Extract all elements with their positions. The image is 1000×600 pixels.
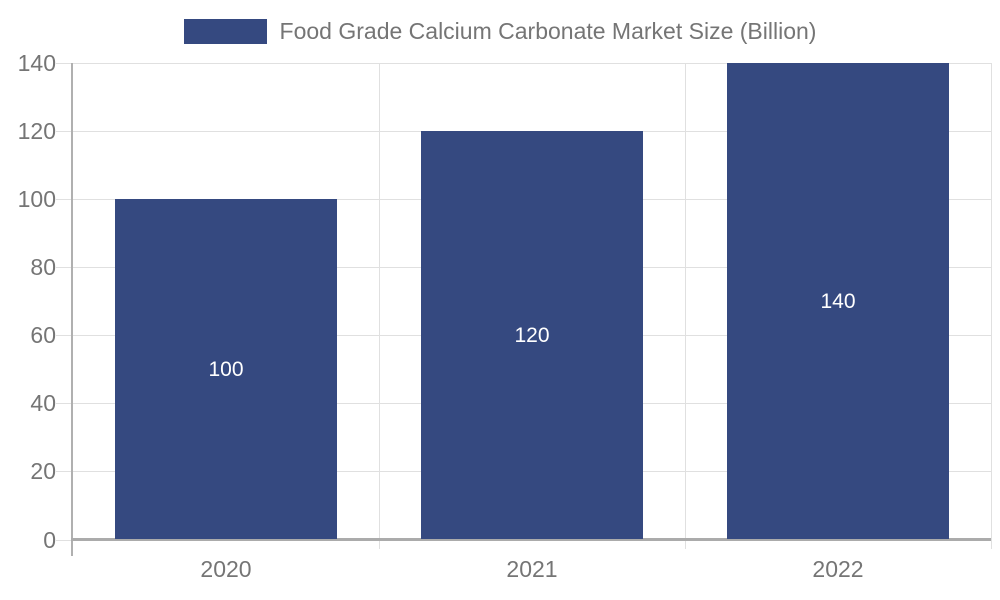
y-gridline xyxy=(56,62,991,64)
x-axis-tick-label: 2022 xyxy=(812,556,864,582)
x-gridline xyxy=(684,63,686,549)
y-axis-tick-label: 100 xyxy=(17,185,56,212)
y-axis-tick-label: 20 xyxy=(30,458,56,485)
y-axis-tick-label: 120 xyxy=(17,117,56,144)
bar-2020[interactable] xyxy=(115,199,337,539)
x-axis-line xyxy=(71,538,991,541)
y-axis-tick-label: 60 xyxy=(30,322,56,349)
y-axis-line xyxy=(71,63,73,556)
x-axis-tick-label: 2021 xyxy=(506,556,558,582)
x-gridline xyxy=(990,63,992,549)
bar-value-label: 120 xyxy=(514,324,550,348)
bar-2021[interactable] xyxy=(421,131,643,539)
legend-swatch-icon xyxy=(183,18,267,44)
y-axis-tick-label: 80 xyxy=(30,253,56,280)
y-axis-tick-label: 40 xyxy=(30,390,56,417)
x-gridline xyxy=(378,63,380,549)
legend-label: Food Grade Calcium Carbonate Market Size… xyxy=(279,17,817,44)
chart-legend[interactable]: Food Grade Calcium Carbonate Market Size… xyxy=(0,14,1000,48)
x-axis-tick-label: 2020 xyxy=(200,556,252,582)
bar-value-label: 100 xyxy=(208,358,244,382)
y-axis-tick-label: 0 xyxy=(43,526,56,553)
bar-2022[interactable] xyxy=(727,63,949,539)
bar-value-label: 140 xyxy=(820,290,856,313)
y-axis-tick-label: 140 xyxy=(17,49,56,76)
y-tick xyxy=(56,539,72,541)
